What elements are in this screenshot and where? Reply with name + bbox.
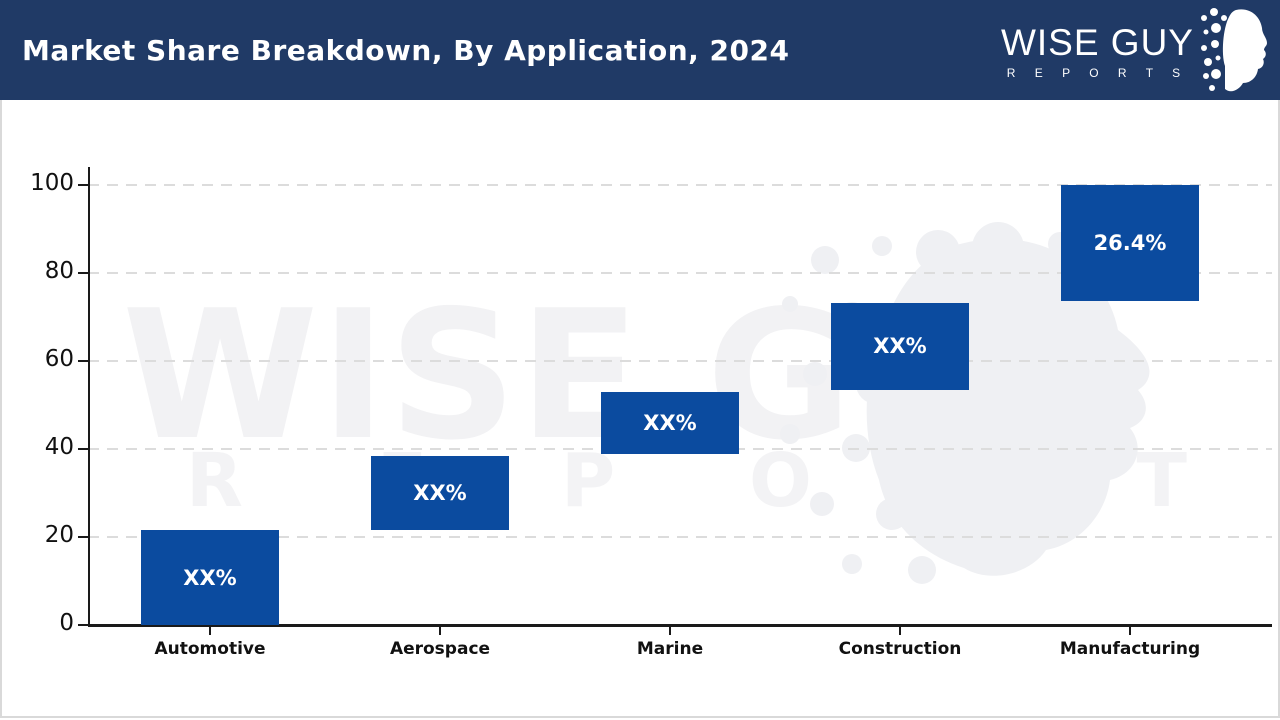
header-bar: Market Share Breakdown, By Application, … <box>0 0 1280 100</box>
y-tick-mark <box>78 272 88 274</box>
y-tick-mark <box>78 360 88 362</box>
y-tick-label: 40 <box>44 434 74 460</box>
y-tick-label: 60 <box>44 346 74 372</box>
chart-title: Market Share Breakdown, By Application, … <box>22 33 790 67</box>
x-axis-label-manufacturing: Manufacturing <box>1059 639 1201 659</box>
x-tick-mark <box>899 627 901 635</box>
y-axis-line <box>88 167 90 627</box>
y-tick-mark <box>78 448 88 450</box>
x-tick-mark <box>439 627 441 635</box>
gridline-100 <box>88 184 1272 186</box>
bar-value-label: XX% <box>873 334 927 359</box>
x-axis-label-aerospace: Aerospace <box>389 639 491 659</box>
logo-subtitle: R E P O R T S <box>1006 66 1189 80</box>
bar-marine: XX% <box>601 391 739 454</box>
y-tick-mark <box>78 536 88 538</box>
x-tick-mark <box>1129 627 1131 635</box>
bar-value-label: XX% <box>183 565 237 590</box>
gridline-60 <box>88 360 1272 362</box>
y-tick-label: 80 <box>44 258 74 284</box>
x-axis-line <box>88 624 1272 627</box>
x-axis-label-marine: Marine <box>636 639 704 659</box>
logo-text: WISE GUY R E P O R T S <box>1001 22 1194 80</box>
y-tick-label: 0 <box>59 610 74 636</box>
x-axis-label-automotive: Automotive <box>154 639 266 659</box>
wise-guy-logo: WISE GUY R E P O R T S <box>1001 0 1267 100</box>
x-axis-label-construction: Construction <box>838 639 962 659</box>
bar-value-label: XX% <box>643 410 697 435</box>
logo-face-icon <box>1201 8 1267 92</box>
bar-value-label: 26.4% <box>1093 231 1167 256</box>
bar-construction: XX% <box>831 302 969 391</box>
gridline-20 <box>88 536 1272 538</box>
logo-wordmark: WISE GUY <box>1000 22 1194 63</box>
y-tick-label: 100 <box>30 170 74 196</box>
bar-manufacturing: 26.4% <box>1061 185 1199 302</box>
bar-aerospace: XX% <box>371 456 509 530</box>
y-tick-mark <box>78 184 88 186</box>
x-tick-mark <box>209 627 211 635</box>
y-tick-label: 20 <box>44 522 74 548</box>
bar-value-label: XX% <box>413 480 467 505</box>
gridline-80 <box>88 272 1272 274</box>
x-tick-mark <box>669 627 671 635</box>
y-tick-mark <box>78 624 88 626</box>
bar-automotive: XX% <box>141 530 279 625</box>
